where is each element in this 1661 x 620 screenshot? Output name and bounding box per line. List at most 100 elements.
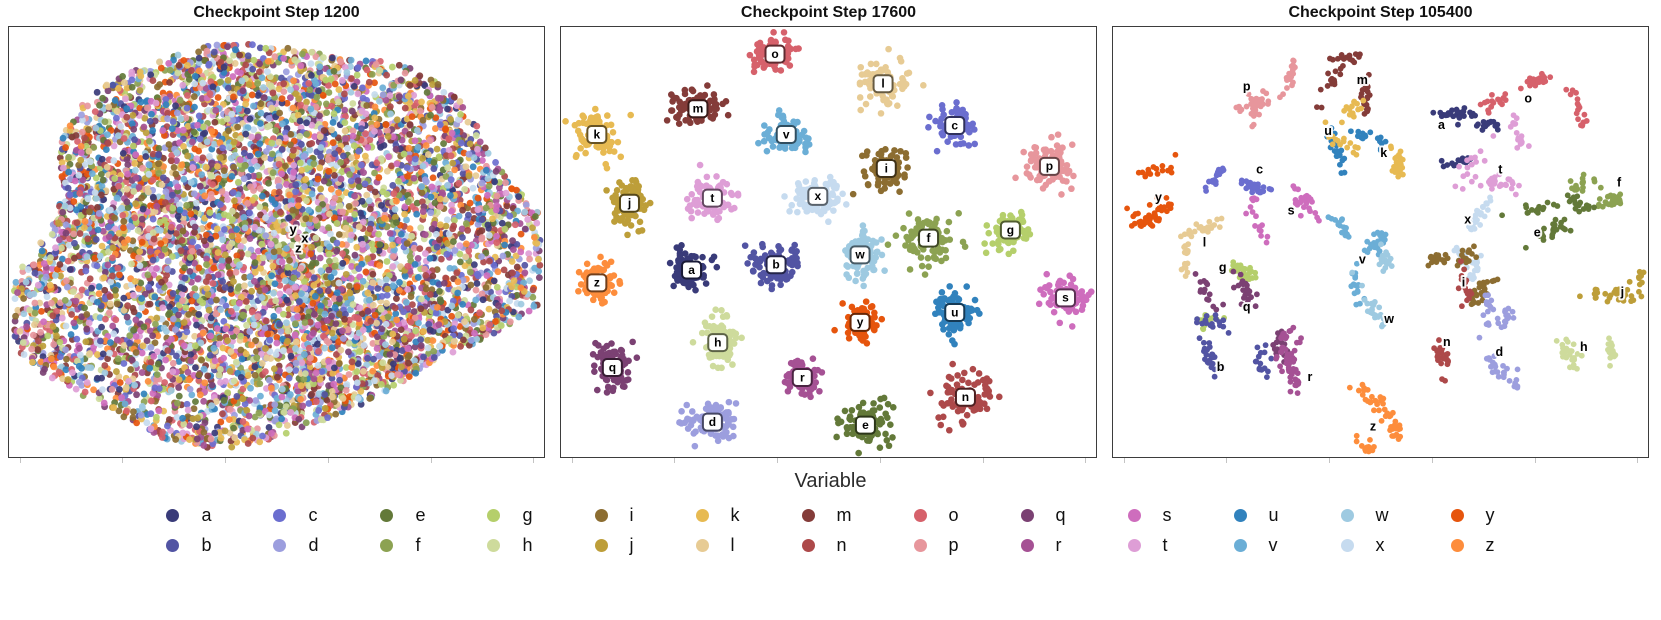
legend-entry-s: s [1127, 505, 1172, 525]
panel-title-step-17600: Checkpoint Step 17600 [740, 4, 917, 21]
legend-label-s: s [1162, 505, 1172, 525]
legend-label-r: r [1055, 535, 1062, 555]
legend-label-e: e [415, 505, 426, 525]
legend-dot-p [913, 538, 927, 552]
legend-entry-f: f [380, 536, 425, 554]
x-axis-ticks-step-1200 [9, 457, 544, 463]
tick-mark [982, 458, 984, 463]
scatter-canvas-step-105400 [1113, 27, 1648, 457]
tick-mark [879, 458, 881, 463]
legend-label-u: u [1268, 505, 1279, 525]
legend-dot-v [1233, 538, 1247, 552]
legend-entry-o: o [913, 505, 959, 525]
legend-entry-e: e [380, 506, 425, 524]
legend-dot-h [487, 538, 501, 552]
legend-entry-j: j [594, 536, 634, 554]
legend-entry-x: x [1340, 535, 1389, 555]
legend-entry-t: t [1127, 535, 1172, 555]
panel-step-105400: Checkpoint Step 105400 [1112, 0, 1649, 463]
legend-label-n: n [836, 535, 847, 555]
legend-dot-x [1340, 538, 1354, 552]
legend-entry-r: r [1020, 535, 1066, 555]
legend-dot-w [1340, 508, 1354, 522]
plot-area-step-17600 [560, 26, 1097, 463]
legend-label-k: k [730, 505, 740, 525]
legend-entry-i: i [594, 505, 634, 525]
plot-area-step-1200 [8, 26, 545, 463]
legend-dot-i [594, 508, 608, 522]
panel-title-step-105400: Checkpoint Step 105400 [1288, 4, 1473, 21]
scatter-canvas-step-1200 [9, 27, 544, 457]
legend-dot-d [273, 538, 287, 552]
legend-dot-b [166, 538, 180, 552]
tick-mark [430, 458, 432, 463]
legend-dot-z [1450, 538, 1464, 552]
legend-label-w: w [1375, 505, 1389, 525]
legend-entry-y: y [1450, 506, 1495, 524]
tick-mark [571, 458, 573, 463]
legend-dot-f [380, 538, 394, 552]
tick-mark [1226, 458, 1228, 463]
legend-label-f: f [415, 535, 421, 555]
legend-label-p: p [948, 535, 959, 555]
legend-label-t: t [1162, 535, 1168, 555]
legend-dot-y [1450, 508, 1464, 522]
legend-label-i: i [629, 505, 634, 525]
legend-label-c: c [308, 505, 318, 525]
plot-area-step-105400 [1112, 26, 1649, 463]
legend-dot-k [695, 508, 709, 522]
legend-entry-c: c [273, 506, 318, 524]
tick-mark [19, 458, 21, 463]
tick-mark [674, 458, 676, 463]
legend-dot-g [487, 508, 501, 522]
legend-dot-e [380, 508, 394, 522]
legend-dot-l [695, 538, 709, 552]
legend-dot-o [913, 508, 927, 522]
legend-label-g: g [522, 505, 533, 525]
legend-entry-p: p [913, 535, 959, 555]
legend-title: Variable [794, 470, 867, 492]
legend-entry-m: m [801, 505, 852, 525]
legend-label-q: q [1055, 505, 1066, 525]
legend-entry-d: d [273, 536, 318, 554]
legend-entry-a: a [166, 506, 211, 524]
tick-mark [1534, 458, 1536, 463]
tick-mark [533, 458, 535, 463]
x-axis-ticks-step-105400 [1113, 457, 1648, 463]
legend-label-v: v [1268, 535, 1278, 555]
legend-entry-u: u [1233, 505, 1279, 525]
tick-mark [225, 458, 227, 463]
legend-label-b: b [201, 535, 212, 555]
legend-label-m: m [836, 505, 852, 525]
legend-label-d: d [308, 535, 319, 555]
legend-entry-n: n [801, 535, 852, 555]
legend-label-a: a [201, 505, 212, 525]
legend-entry-b: b [166, 536, 211, 554]
legend-dot-r [1020, 538, 1034, 552]
legend-label-z: z [1485, 535, 1495, 555]
legend-label-h: h [522, 535, 533, 555]
panel-step-17600: Checkpoint Step 17600 [560, 0, 1097, 463]
legend-dot-q [1020, 508, 1034, 522]
legend-label-x: x [1375, 535, 1385, 555]
legend-label-l: l [730, 535, 735, 555]
legend-entry-h: h [487, 535, 533, 555]
legend-dot-m [801, 508, 815, 522]
legend-dot-s [1127, 508, 1141, 522]
legend-dot-t [1127, 538, 1141, 552]
legend-entry-z: z [1450, 535, 1495, 555]
legend-dot-n [801, 538, 815, 552]
legend-entry-v: v [1233, 535, 1279, 555]
panel-step-1200: Checkpoint Step 1200 [8, 0, 545, 463]
tick-mark [1085, 458, 1087, 463]
legend-dot-c [273, 508, 287, 522]
tick-mark [327, 458, 329, 463]
tick-mark [1431, 458, 1433, 463]
tick-mark [1123, 458, 1125, 463]
legend-dot-u [1233, 508, 1247, 522]
legend-entry-g: g [487, 505, 533, 525]
legend-label-o: o [948, 505, 959, 525]
